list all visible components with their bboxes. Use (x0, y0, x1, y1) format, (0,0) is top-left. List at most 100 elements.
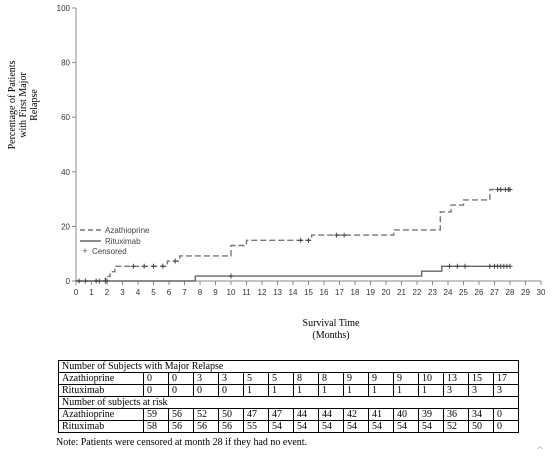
risk-azathioprine-cell: 47 (243, 408, 269, 421)
caret-up-icon[interactable]: ^ (536, 446, 544, 456)
risk-azathioprine-cell: 44 (293, 408, 319, 421)
legend: Azathioprine Rituximab + Censored (80, 226, 150, 256)
risk-azathioprine-cell: 52 (193, 408, 219, 421)
risk-azathioprine-cell: 41 (368, 408, 394, 421)
relapse-rituximab-cell: 0 (143, 384, 169, 397)
risk-rituximab-cell: 55 (243, 420, 269, 433)
x-tick-label: 1 (89, 288, 94, 297)
relapse-rituximab-cell: 1 (268, 384, 294, 397)
y-tick-label: 0 (66, 277, 71, 286)
relapse-rituximab-cell: 0 (218, 384, 244, 397)
y-ticks: 0 20 40 60 80 100 (57, 4, 76, 286)
risk-rituximab-cell: 54 (368, 420, 394, 433)
censor-mark-azathioprine (498, 187, 504, 193)
censor-mark-azathioprine (333, 232, 339, 238)
censor-mark-azathioprine (130, 263, 136, 269)
censor-marks (76, 187, 513, 284)
censor-mark-rituximab (487, 263, 493, 269)
risk-rituximab-cell: 54 (293, 420, 319, 433)
censor-mark-azathioprine (96, 278, 102, 284)
x-tick-label: 16 (320, 288, 329, 297)
x-tick-label: 28 (506, 288, 515, 297)
x-tick-label: 27 (490, 288, 499, 297)
x-tick-label: 12 (258, 288, 267, 297)
relapse-rituximab-cell: 0 (168, 384, 194, 397)
relapse-azathioprine-cell: 10 (418, 372, 444, 385)
risk-rituximab-cell: 58 (143, 420, 169, 433)
censor-mark-azathioprine (141, 263, 147, 269)
risk-azathioprine-cell: 50 (218, 408, 244, 421)
relapse-rituximab-cell: 1 (318, 384, 344, 397)
censor-mark-rituximab (228, 273, 234, 279)
x-tick-label: 14 (289, 288, 298, 297)
risk-row-azathioprine: Azathioprine 59 56 52 50 47 47 44 44 42 41 40 39 36 34… (58, 408, 519, 421)
risk-azathioprine-cell: 34 (468, 408, 494, 421)
legend-censored-marker: + (82, 246, 87, 256)
censor-mark-rituximab (507, 263, 513, 269)
y-tick-label: 40 (61, 168, 70, 177)
km-plot: 0 1 2 3 4 5 6 7 8 9 10 11 12 13 14 15 16 17 18 19 20 21 22 23 24… (7, 4, 546, 341)
censor-mark-rituximab (462, 263, 468, 269)
risk-rituximab-cell: 54 (418, 420, 444, 433)
risk-azathioprine-cell: 39 (418, 408, 444, 421)
risk-rituximab-cell: 54 (318, 420, 344, 433)
x-tick-label: 22 (413, 288, 422, 297)
y-axis-label: Percentage of Patientswith First MajorRe… (7, 60, 40, 149)
relapse-azathioprine-cell: 17 (493, 372, 519, 385)
x-tick-label: 26 (475, 288, 484, 297)
y-tick-label: 80 (61, 59, 70, 68)
x-axis-label: Survival Time (Months) (303, 318, 361, 341)
x-tick-label: 4 (136, 288, 141, 297)
relapse-azathioprine-cell: 13 (443, 372, 469, 385)
relapse-azathioprine-cell: 9 (393, 372, 419, 385)
risk-azathioprine-cell: 0 (493, 408, 519, 421)
censor-mark-rituximab (447, 263, 453, 269)
relapse-azathioprine-cell: 9 (343, 372, 369, 385)
relapse-azathioprine-cell: 0 (143, 372, 169, 385)
x-tick-label: 3 (120, 288, 125, 297)
legend-label-rituximab: Rituximab (105, 237, 141, 246)
risk-azathioprine-cell: 42 (343, 408, 369, 421)
x-tick-label: 8 (198, 288, 203, 297)
relapse-azathioprine-cell: 0 (168, 372, 194, 385)
x-tick-label: 23 (428, 288, 437, 297)
censor-mark-azathioprine (160, 263, 166, 269)
censor-mark-azathioprine (76, 278, 82, 284)
risk-rituximab-cell: 56 (193, 420, 219, 433)
risk-header-row: Number of subjects at risk (58, 396, 519, 409)
relapse-rituximab-cell: 1 (243, 384, 269, 397)
risk-azathioprine-cell: 47 (268, 408, 294, 421)
relapse-rituximab-cell: 3 (468, 384, 494, 397)
legend-label-censored: Censored (92, 247, 127, 256)
x-tick-label: 7 (182, 288, 187, 297)
x-tick-label: 0 (74, 288, 79, 297)
x-ticks: 0 1 2 3 4 5 6 7 8 9 10 11 12 13 14 15 16 17 18 19 20 21 22 23 24… (74, 281, 546, 297)
relapse-azathioprine-cell: 3 (218, 372, 244, 385)
risk-rituximab-cell: 0 (493, 420, 519, 433)
y-tick-label: 20 (61, 222, 70, 231)
censor-mark-azathioprine (341, 232, 347, 238)
x-tick-label: 17 (335, 288, 344, 297)
x-tick-label: 21 (397, 288, 406, 297)
risk-azathioprine-cell: 44 (318, 408, 344, 421)
x-tick-label: 10 (227, 288, 236, 297)
curves (76, 188, 510, 282)
risk-rituximab-cell: 56 (218, 420, 244, 433)
x-tick-label: 2 (105, 288, 110, 297)
x-tick-label: 11 (242, 288, 251, 297)
risk-rituximab-cell: 52 (443, 420, 469, 433)
relapse-row-rituximab: Rituximab 0 0 0 0 1 1 1 1 1 1 1 1 3 3 3 (58, 384, 519, 397)
relapse-azathioprine-cell: 3 (193, 372, 219, 385)
relapse-azathioprine-cell: 15 (468, 372, 494, 385)
series-line-rituximab (76, 265, 510, 282)
censor-mark-azathioprine (298, 237, 304, 243)
censor-mark-azathioprine (507, 187, 513, 193)
y-tick-label: 100 (57, 4, 71, 13)
risk-azathioprine-cell: 40 (393, 408, 419, 421)
relapse-azathioprine-cell: 8 (293, 372, 319, 385)
relapse-azathioprine-label: Azathioprine (58, 372, 144, 385)
relapse-rituximab-label: Rituximab (58, 384, 144, 397)
risk-azathioprine-cell: 56 (168, 408, 194, 421)
relapse-rituximab-cell: 1 (293, 384, 319, 397)
risk-rituximab-cell: 54 (343, 420, 369, 433)
